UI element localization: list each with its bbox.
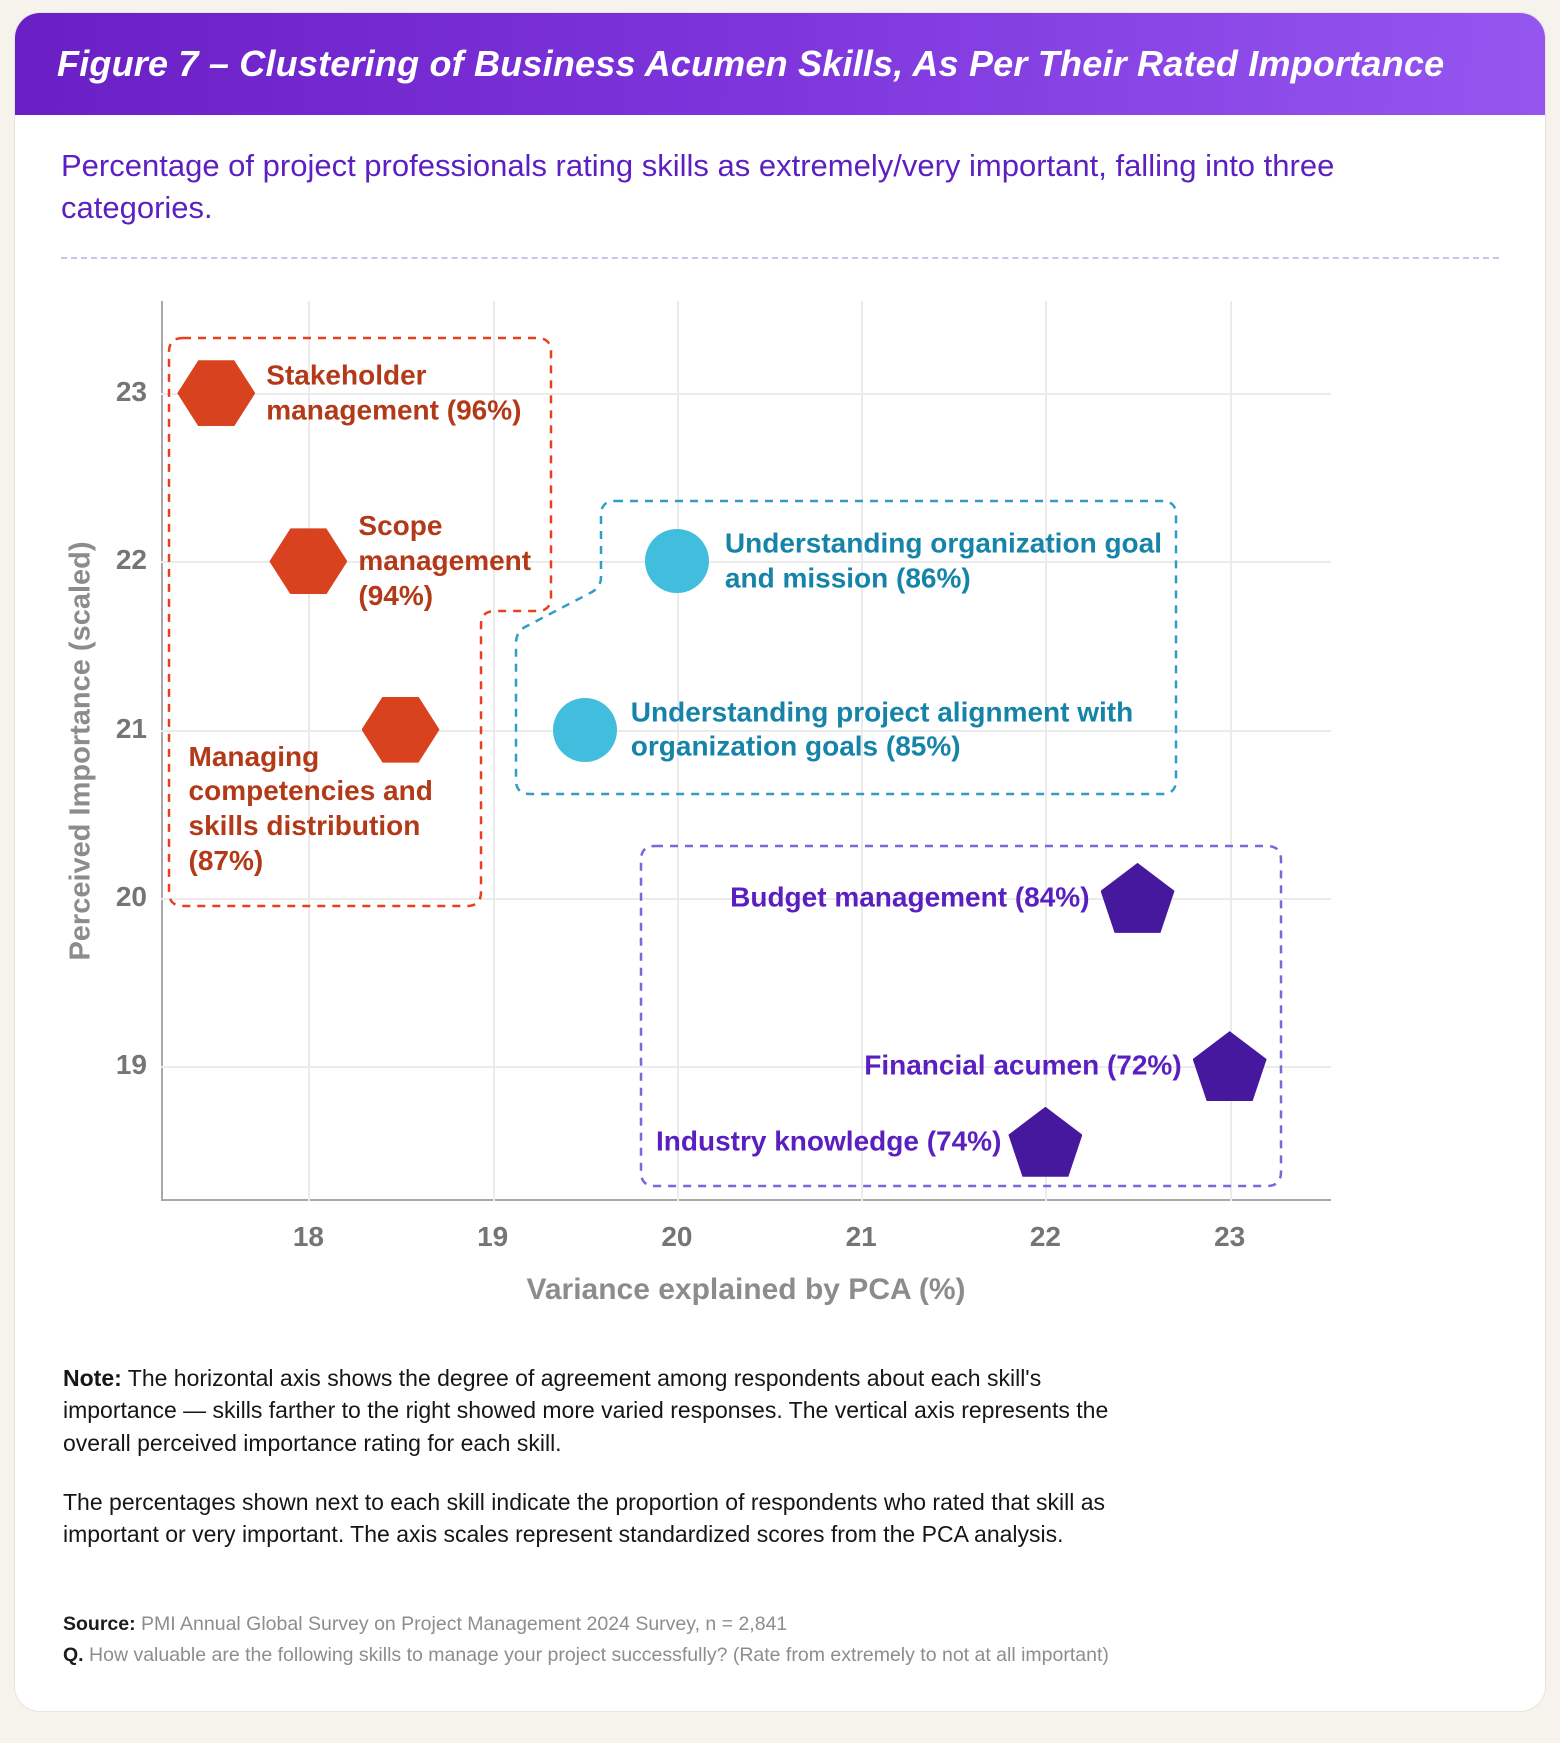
point-label: Scope management (94%)	[358, 510, 532, 611]
source-block: Source: PMI Annual Global Survey on Proj…	[63, 1609, 1497, 1671]
y-tick-label: 22	[115, 544, 147, 576]
question-line: Q. How valuable are the following skills…	[63, 1640, 1497, 1671]
gridline-horizontal	[161, 897, 1331, 900]
marker-circle	[644, 529, 709, 594]
point-label: Understanding project alignment with org…	[630, 695, 1134, 762]
y-tick-label: 23	[115, 376, 147, 408]
figure-title: Figure 7 – Clustering of Business Acumen…	[57, 43, 1445, 84]
dashed-divider	[61, 256, 1499, 259]
x-tick-label: 20	[661, 1220, 693, 1252]
figure-subtitle: Percentage of project professionals rati…	[61, 148, 1335, 225]
note-paragraph-2: The percentages shown next to each skill…	[63, 1486, 1153, 1551]
x-tick-label: 21	[845, 1220, 877, 1252]
point-label: Budget management (84%)	[730, 881, 1090, 913]
y-tick-label: 20	[115, 880, 147, 912]
note-text-2: The percentages shown next to each skill…	[63, 1488, 1105, 1548]
source-text: PMI Annual Global Survey on Project Mana…	[141, 1612, 788, 1635]
gridline-horizontal	[161, 1066, 1331, 1069]
point-label: Understanding organization goal and miss…	[724, 527, 1163, 594]
marker-circle	[552, 697, 617, 762]
y-tick-label: 21	[115, 712, 147, 744]
chart-area: Perceived Importance (scaled) Variance e…	[15, 277, 1545, 1322]
note-text-1: The horizontal axis shows the degree of …	[63, 1364, 1109, 1456]
gridline-horizontal	[161, 393, 1331, 396]
gridline-vertical	[1229, 300, 1232, 1201]
cluster-box-purple	[639, 844, 1283, 1187]
figure-card: Figure 7 – Clustering of Business Acumen…	[14, 12, 1546, 1712]
question-text: How valuable are the following skills to…	[89, 1644, 1109, 1667]
y-tick-label: 19	[115, 1049, 147, 1081]
gridline-vertical	[861, 300, 864, 1201]
figure-title-banner: Figure 7 – Clustering of Business Acumen…	[15, 13, 1545, 115]
cluster-boxes	[167, 336, 1283, 1187]
gridline-horizontal	[161, 729, 1331, 732]
x-axis-title: Variance explained by PCA (%)	[526, 1272, 966, 1306]
gridline-vertical	[1045, 300, 1048, 1201]
source-label: Source:	[63, 1612, 136, 1635]
question-label: Q.	[63, 1644, 84, 1667]
gridline-vertical	[676, 300, 679, 1201]
note-label: Note:	[63, 1364, 122, 1391]
source-line: Source: PMI Annual Global Survey on Proj…	[63, 1609, 1497, 1640]
plot-area	[161, 300, 1331, 1201]
cluster-box-blue	[514, 499, 1178, 795]
x-tick-label: 19	[477, 1220, 509, 1252]
gridline-horizontal	[161, 561, 1331, 564]
x-tick-label: 23	[1214, 1220, 1246, 1252]
point-label: Managing competencies and skills distrib…	[188, 740, 433, 876]
x-tick-label: 18	[292, 1220, 324, 1252]
note-paragraph-1: Note: The horizontal axis shows the degr…	[63, 1362, 1153, 1460]
x-tick-label: 22	[1029, 1220, 1061, 1252]
point-label: Stakeholder management (96%)	[266, 359, 522, 426]
point-label: Industry knowledge (74%)	[656, 1125, 1002, 1157]
gridline-vertical	[492, 300, 495, 1201]
point-label: Financial acumen (72%)	[864, 1049, 1182, 1081]
gridline-vertical	[308, 300, 311, 1201]
cluster-box-red	[167, 336, 553, 907]
